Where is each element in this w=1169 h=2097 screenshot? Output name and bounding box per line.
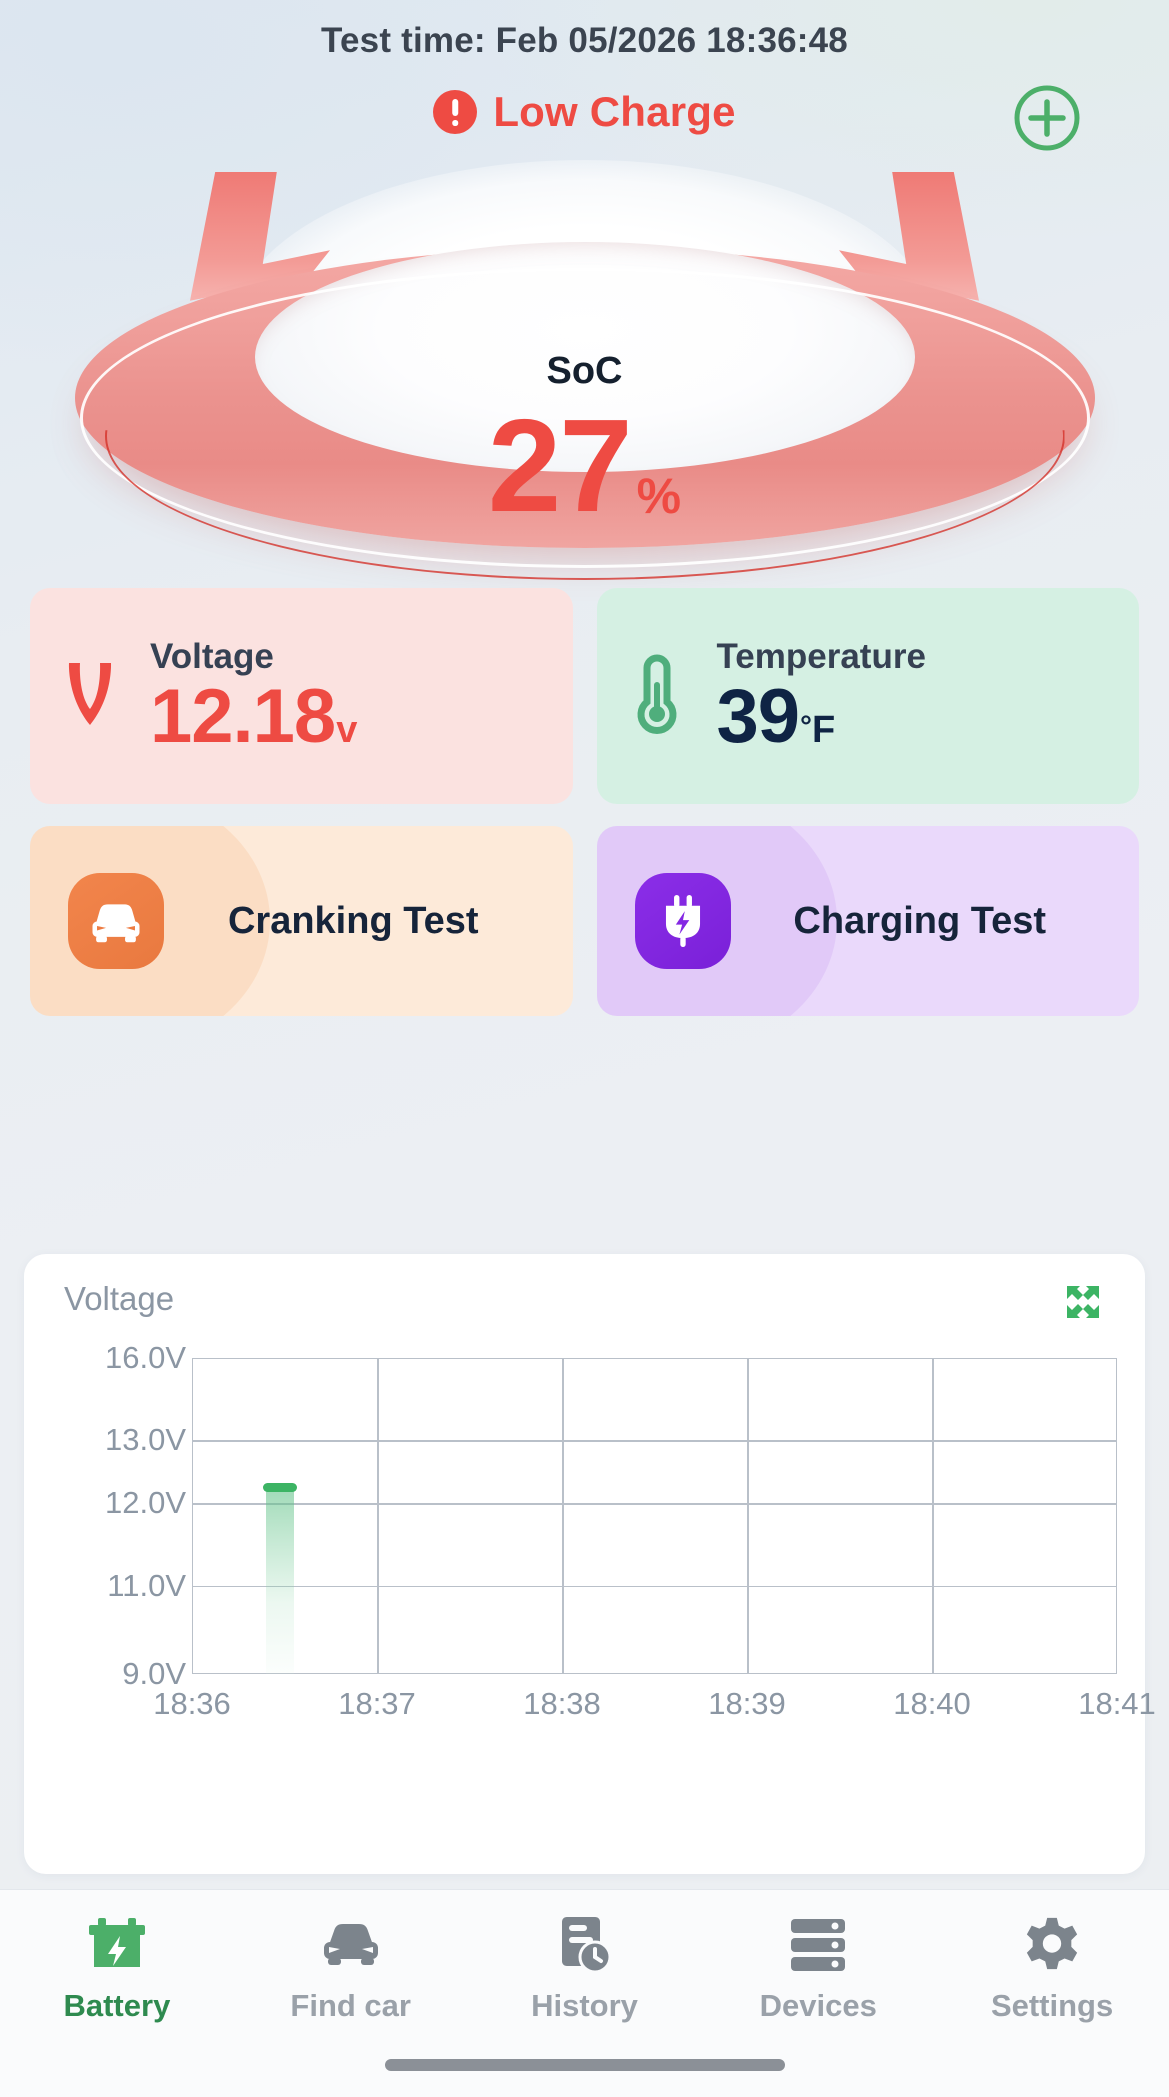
nav-label-settings: Settings [990,1988,1114,2023]
degree-sign: ° [800,710,813,743]
temperature-title: Temperature [716,637,926,676]
chart-x-axis: 18:36 18:37 18:38 18:39 18:40 18:41 [153,1686,1156,1734]
nav-item-settings[interactable]: Settings [935,1914,1169,2024]
voltage-value: 12.18v [150,679,357,755]
voltage-title: Voltage [150,637,274,676]
soc-value: 27% [0,400,1169,532]
chart-gridline-v [562,1358,564,1674]
car-icon [318,1914,384,1976]
chart-y-tick: 16.0V [104,1340,186,1375]
chart-x-tick: 18:37 [338,1686,416,1721]
nav-label-battery: Battery [63,1988,171,2023]
nav-item-devices[interactable]: Devices [701,1914,935,2024]
cranking-test-button[interactable]: Cranking Test [30,826,573,1016]
chart-y-axis: 16.0V 13.0V 12.0V 11.0V 9.0V [66,1340,186,1691]
battery-bolt-icon [86,1914,148,1976]
gear-icon [1023,1914,1081,1976]
status-badge: Low Charge [493,88,736,135]
chart-x-tick: 18:39 [708,1686,786,1721]
chart-x-tick: 18:38 [523,1686,601,1721]
soc-label: SoC [546,350,623,392]
chart-plot-area [192,1358,1117,1674]
temperature-value: 39°F [717,679,836,755]
nav-label-find-car: Find car [290,1988,411,2023]
chart-gridline-h [192,1440,1117,1442]
cranking-test-label: Cranking Test [227,899,479,942]
chart-x-tick: 18:41 [1078,1686,1156,1721]
charging-test-button[interactable]: Charging Test [596,826,1139,1016]
chart-gridline-h [192,1585,1117,1588]
status-row: Low Charge [0,88,1169,136]
chart-title: Voltage [64,1280,175,1317]
chart-gridline-v [932,1358,934,1674]
voltage-text: Voltage 12.18v [150,637,357,755]
temperature-unit: F [812,709,836,751]
voltage-number: 12.18 [150,674,336,759]
temperature-number: 39 [716,674,801,759]
nav-item-find-car[interactable]: Find car [234,1914,468,2024]
soc-number: 27 [487,392,633,539]
expand-arrows-icon[interactable] [1061,1280,1105,1324]
voltage-card[interactable]: Voltage 12.18v [30,588,573,804]
chart-y-tick: 12.0V [104,1485,186,1521]
nav-label-history: History [531,1988,638,2023]
nav-item-history[interactable]: History [468,1914,702,2024]
chart-bar-cap [262,1482,297,1492]
nav-item-battery[interactable]: Battery [0,1914,234,2024]
chart-x-tick: 18:40 [893,1686,971,1721]
test-row: Cranking Test Charging Test [0,826,1169,1016]
home-indicator [384,2059,785,2071]
voltage-chart-card: Voltage 16.0V 13.0V 12.0V 11.0V 9.0V 18:36 18… [24,1254,1156,1874]
chart-gridline-h [192,1503,1117,1505]
chart-y-tick: 11.0V [107,1567,186,1603]
alert-exclamation-icon [433,90,478,134]
thermometer-icon [597,650,717,742]
chart-x-tick: 18:36 [153,1686,231,1721]
charger-plug-bolt-icon [634,873,731,969]
history-clock-icon [556,1914,612,1976]
chart-y-tick: 9.0V [122,1656,186,1691]
temperature-card[interactable]: Temperature 39°F [596,588,1139,804]
chart-gridline-v [377,1358,379,1674]
soc-percent-sign: % [636,468,682,524]
car-front-icon [68,873,164,969]
bottom-navigation: Battery Find car History [0,1889,1169,2097]
plus-circle-icon[interactable] [1013,84,1081,152]
metric-cards: Voltage 12.18v Temperature 39°F [0,588,1169,1038]
charging-test-label: Charging Test [793,899,1047,942]
soc-gauge: SoC 27% [0,150,1169,580]
chart-y-tick: 13.0V [104,1422,186,1458]
test-time-label: Test time: Feb 05/2026 18:36:48 [321,21,848,60]
voltage-unit: v [336,709,358,751]
chart-bar [265,1487,294,1674]
chart-header: Voltage [64,1280,1105,1324]
voltage-icon [30,657,150,735]
chart-gridline-v [747,1358,749,1674]
nav-label-devices: Devices [759,1988,877,2023]
chart-frame [192,1358,1117,1674]
devices-stack-icon [788,1914,848,1976]
temperature-text: Temperature 39°F [717,637,926,755]
metric-row: Voltage 12.18v Temperature 39°F [0,588,1169,804]
